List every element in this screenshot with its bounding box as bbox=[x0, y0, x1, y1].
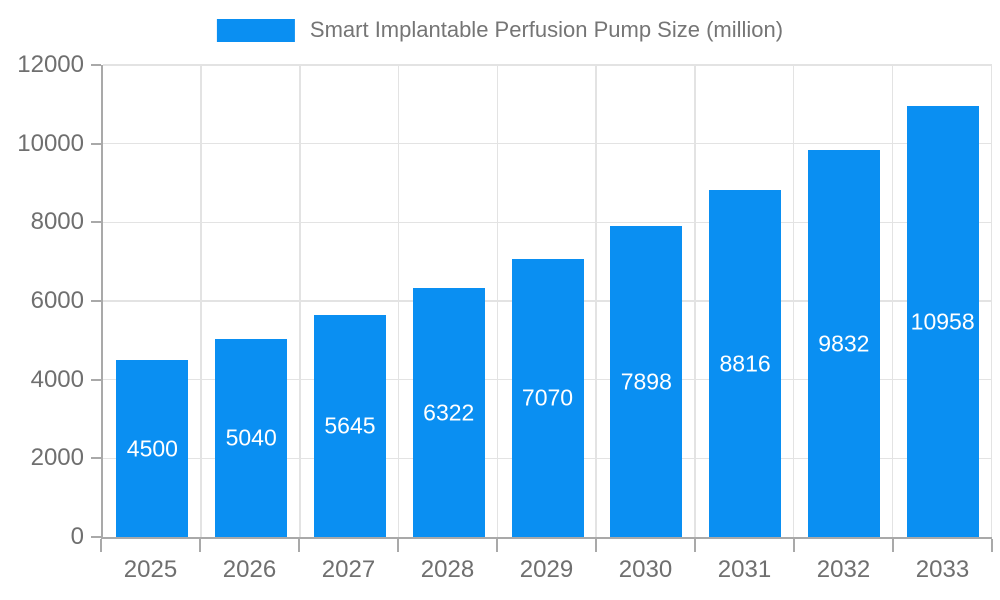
x-axis-tick bbox=[496, 539, 498, 552]
bar-value-label: 5040 bbox=[225, 424, 277, 451]
bar-slot: 6322 bbox=[399, 65, 498, 537]
gridline-vertical bbox=[595, 65, 597, 537]
gridline-horizontal bbox=[103, 221, 992, 224]
bar-slot: 9832 bbox=[794, 65, 893, 537]
x-axis-tick bbox=[595, 539, 597, 552]
bar-2025[interactable]: 4500 bbox=[116, 360, 189, 537]
gridline-horizontal bbox=[103, 142, 992, 145]
x-axis-tick-label: 2031 bbox=[717, 556, 772, 583]
x-axis-tick-label: 2030 bbox=[618, 556, 673, 583]
bar-2026[interactable]: 5040 bbox=[215, 338, 288, 537]
x-axis-tick bbox=[100, 539, 102, 552]
bar-slot: 5645 bbox=[301, 65, 400, 537]
legend-label: Smart Implantable Perfusion Pump Size (m… bbox=[309, 17, 784, 42]
y-axis-tick-label: 12000 bbox=[17, 51, 84, 78]
y-axis-tick-label: 10000 bbox=[17, 129, 84, 157]
y-axis-tick-label: 8000 bbox=[30, 208, 84, 236]
bar-slot: 7898 bbox=[597, 65, 696, 537]
bar-value-label: 9832 bbox=[818, 330, 870, 357]
bar-slot: 4500 bbox=[103, 65, 202, 537]
y-axis-tick-label: 6000 bbox=[30, 287, 84, 314]
bar-value-label: 7898 bbox=[620, 368, 672, 395]
plot-area: 4500 5040 5645 6322 7070 7898 8816 9832 10958 bbox=[101, 64, 992, 539]
x-axis-ticks bbox=[100, 539, 993, 552]
x-axis-tick-label: 2028 bbox=[420, 556, 475, 583]
x-axis-tick-label: 2026 bbox=[222, 556, 277, 583]
bar-2030[interactable]: 7898 bbox=[610, 226, 683, 537]
gridline-vertical bbox=[792, 65, 795, 537]
x-axis-tick-label: 2029 bbox=[519, 556, 574, 583]
x-axis-tick-label: 2033 bbox=[915, 556, 970, 583]
bar-slot: 10958 bbox=[893, 65, 992, 537]
bar-slot: 7070 bbox=[498, 65, 597, 537]
x-axis-tick-label: 2027 bbox=[321, 556, 376, 583]
gridline-vertical bbox=[397, 65, 400, 537]
x-axis-tick-label: 2025 bbox=[123, 556, 178, 583]
bar-value-label: 6322 bbox=[423, 399, 475, 426]
y-axis-tick bbox=[91, 536, 101, 538]
gridline-vertical bbox=[990, 65, 992, 537]
x-axis-tick bbox=[991, 539, 993, 552]
x-axis-tick bbox=[298, 539, 300, 552]
bar-2032[interactable]: 9832 bbox=[807, 150, 880, 537]
x-axis-labels: 2025 2026 2027 2028 2029 2030 2031 2032 2033 bbox=[101, 556, 992, 590]
bar-value-label: 5645 bbox=[324, 412, 376, 439]
bar-value-label: 4500 bbox=[126, 435, 178, 461]
y-axis-tick bbox=[91, 457, 101, 460]
bar-value-label: 7070 bbox=[521, 384, 574, 411]
y-axis-tick-label: 4000 bbox=[30, 365, 84, 393]
legend-swatch bbox=[216, 18, 295, 42]
bar-value-label: 10958 bbox=[910, 308, 975, 334]
y-axis-tick-label: 2000 bbox=[30, 444, 84, 472]
bar-series: 4500 5040 5645 6322 7070 7898 8816 9832 10958 bbox=[103, 65, 992, 537]
y-axis-labels: 0 2000 4000 6000 8000 10000 12000 bbox=[0, 51, 84, 550]
x-axis-tick bbox=[199, 539, 201, 552]
bar-2029[interactable]: 7070 bbox=[511, 258, 584, 537]
y-axis-tick-label: 0 bbox=[70, 523, 84, 550]
gridline-vertical bbox=[891, 65, 894, 537]
gridline-vertical bbox=[299, 65, 301, 537]
gridline-vertical bbox=[200, 65, 202, 537]
y-axis-tick bbox=[91, 64, 101, 66]
x-axis-tick bbox=[892, 539, 894, 552]
gridline-vertical bbox=[694, 65, 696, 537]
y-axis-tick bbox=[91, 378, 101, 381]
bar-2031[interactable]: 8816 bbox=[709, 190, 782, 537]
gridline-vertical bbox=[496, 65, 499, 537]
gridline-horizontal bbox=[103, 64, 992, 66]
bar-slot: 8816 bbox=[696, 65, 795, 537]
y-axis-tick bbox=[91, 221, 101, 224]
x-axis-tick bbox=[396, 539, 399, 552]
bar-2027[interactable]: 5645 bbox=[313, 314, 386, 537]
y-axis-tick bbox=[91, 142, 101, 145]
y-axis-tick bbox=[91, 300, 101, 302]
bar-slot: 5040 bbox=[202, 65, 301, 537]
legend[interactable]: Smart Implantable Perfusion Pump Size (m… bbox=[216, 17, 784, 43]
x-axis-tick bbox=[793, 539, 795, 552]
x-axis-tick bbox=[693, 539, 696, 552]
bar-2028[interactable]: 6322 bbox=[412, 288, 485, 537]
bar-2033[interactable]: 10958 bbox=[906, 106, 979, 537]
x-axis-tick-label: 2032 bbox=[816, 556, 871, 583]
bar-value-label: 8816 bbox=[719, 350, 771, 377]
